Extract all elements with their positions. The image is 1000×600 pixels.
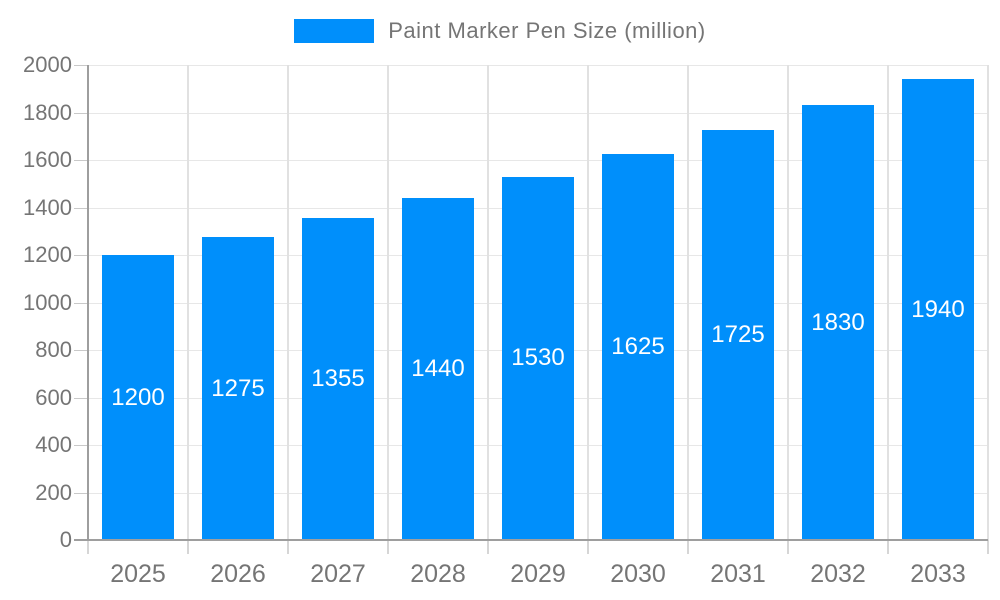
- y-axis-tick: [74, 65, 87, 66]
- y-axis-label: 1400: [23, 194, 72, 220]
- plot-area: 0 200 400 600 800 1000 1200 1400 1600 1800 2000 120…: [23, 52, 989, 588]
- y-axis-label: 400: [35, 432, 72, 457]
- x-axis-label: 2027: [310, 560, 366, 588]
- bar-value-label: 1355: [311, 365, 365, 393]
- gridline-vertical: [987, 65, 989, 540]
- x-axis-label: 2026: [210, 560, 266, 588]
- y-axis-label: 1800: [23, 99, 72, 125]
- x-axis-tick: [487, 540, 489, 554]
- x-axis-label: 2025: [110, 560, 166, 588]
- bar-2027[interactable]: 1355: [302, 218, 374, 540]
- gridline-vertical: [887, 65, 889, 540]
- y-axis-label: 1600: [23, 147, 72, 172]
- y-axis-label: 600: [35, 384, 72, 410]
- bar-value-label: 1275: [211, 374, 265, 402]
- x-axis-label: 2029: [510, 560, 566, 588]
- gridline-vertical: [787, 65, 789, 540]
- x-axis-tick: [587, 540, 589, 554]
- x-axis-label: 2031: [710, 560, 766, 588]
- y-axis-label: 2000: [23, 52, 72, 77]
- x-axis-label: 2030: [610, 560, 666, 588]
- gridline-vertical: [687, 65, 689, 540]
- bar-2033[interactable]: 1940: [902, 79, 974, 540]
- x-axis-tick: [887, 540, 889, 554]
- y-axis-tick: [74, 160, 87, 161]
- gridline-horizontal: [88, 160, 988, 161]
- x-axis-tick: [787, 540, 789, 554]
- y-axis-tick: [74, 445, 87, 446]
- gridline-horizontal: [88, 112, 988, 114]
- bar-2025[interactable]: 1200: [102, 255, 174, 540]
- bar-value-label: 1940: [911, 295, 965, 323]
- x-axis-line: [74, 539, 988, 541]
- y-axis-tick: [74, 112, 87, 114]
- y-axis-label: 200: [35, 479, 72, 505]
- y-axis-label: 1200: [23, 242, 72, 267]
- y-axis-tick: [74, 255, 87, 256]
- x-axis-label: 2033: [910, 560, 966, 588]
- bar-2028[interactable]: 1440: [402, 198, 474, 540]
- bar-2026[interactable]: 1275: [202, 237, 274, 540]
- y-axis-label: 1000: [23, 289, 72, 315]
- y-axis-line: [87, 65, 89, 540]
- y-axis-tick: [74, 492, 87, 494]
- bar-2032[interactable]: 1830: [802, 105, 874, 540]
- bar-value-label: 1440: [411, 355, 465, 382]
- y-axis-tick: [74, 302, 87, 304]
- gridline-horizontal: [88, 65, 988, 66]
- bar-value-label: 1725: [711, 321, 765, 349]
- y-axis-tick: [74, 350, 87, 351]
- bar-value-label: 1200: [111, 383, 165, 411]
- y-axis-label: 800: [35, 337, 72, 362]
- x-axis-tick: [987, 540, 989, 554]
- legend-label: Paint Marker Pen Size (million): [388, 18, 706, 43]
- x-axis-tick: [287, 540, 289, 554]
- x-axis-label: 2032: [810, 560, 866, 588]
- gridline-vertical: [287, 65, 289, 540]
- bar-2029[interactable]: 1530: [502, 176, 574, 540]
- gridline-vertical: [387, 65, 389, 540]
- x-axis-tick: [687, 540, 689, 554]
- bar-2031[interactable]: 1725: [702, 130, 774, 540]
- x-axis-label: 2028: [410, 560, 466, 588]
- gridline-vertical: [487, 65, 489, 540]
- y-axis-tick: [74, 397, 87, 399]
- y-axis-tick: [74, 207, 87, 209]
- gridline-vertical: [587, 65, 589, 540]
- legend-item[interactable]: Paint Marker Pen Size (million): [0, 18, 1000, 44]
- bar-value-label: 1530: [511, 344, 565, 372]
- x-axis-tick: [387, 540, 389, 554]
- gridline-vertical: [187, 65, 189, 540]
- x-axis-tick: [187, 540, 189, 554]
- x-axis-tick: [87, 540, 89, 554]
- y-axis-label: 0: [59, 527, 72, 552]
- bar-value-label: 1830: [811, 308, 865, 336]
- bar-2030[interactable]: 1625: [602, 154, 674, 540]
- bar-value-label: 1625: [611, 333, 665, 361]
- legend-swatch: [294, 19, 375, 43]
